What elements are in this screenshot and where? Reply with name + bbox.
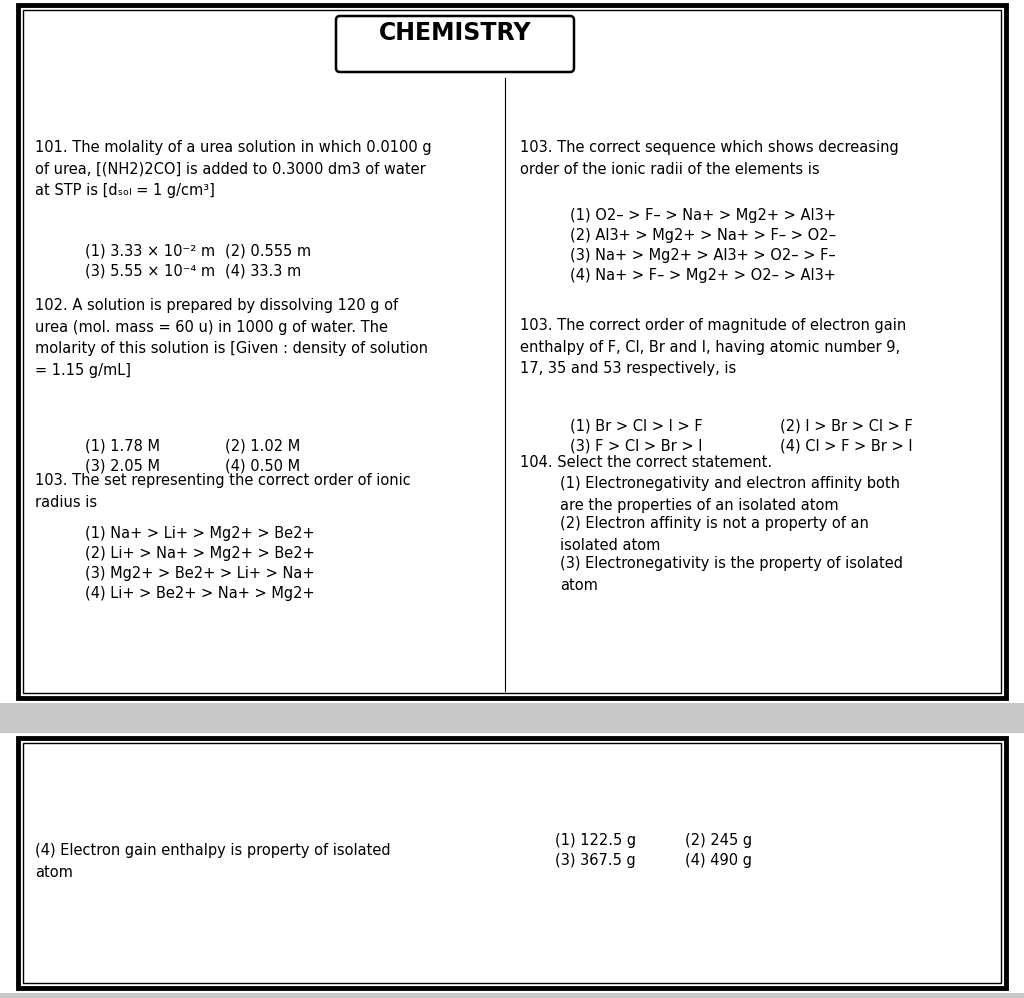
Text: (1) 122.5 g: (1) 122.5 g: [555, 833, 636, 848]
FancyBboxPatch shape: [336, 16, 574, 72]
Text: (2) 245 g: (2) 245 g: [685, 833, 752, 848]
Text: 104. Select the correct statement.: 104. Select the correct statement.: [520, 455, 772, 470]
Text: (4) 490 g: (4) 490 g: [685, 853, 752, 868]
Text: (2) Li+ > Na+ > Mg2+ > Be2+: (2) Li+ > Na+ > Mg2+ > Be2+: [85, 546, 314, 561]
Text: (3) Na+ > Mg2+ > Al3+ > O2– > F–: (3) Na+ > Mg2+ > Al3+ > O2– > F–: [570, 248, 836, 263]
Bar: [23, 743, 1001, 983]
Text: (1) 3.33 × 10⁻² m: (1) 3.33 × 10⁻² m: [85, 243, 215, 258]
Text: (3) 2.05 M: (3) 2.05 M: [85, 458, 160, 473]
Bar: [23, 10, 1001, 693]
Text: (4) Electron gain enthalpy is property of isolated
atom: (4) Electron gain enthalpy is property o…: [35, 843, 390, 879]
Text: (2) I > Br > Cl > F: (2) I > Br > Cl > F: [780, 418, 912, 433]
Text: (1) Br > Cl > I > F: (1) Br > Cl > I > F: [570, 418, 702, 433]
Bar: [18, 5, 1006, 698]
Text: (4) Cl > F > Br > I: (4) Cl > F > Br > I: [780, 438, 912, 453]
Text: (2) 1.02 M: (2) 1.02 M: [225, 438, 300, 453]
Text: (4) Li+ > Be2+ > Na+ > Mg2+: (4) Li+ > Be2+ > Na+ > Mg2+: [85, 586, 314, 601]
Text: (1) Na+ > Li+ > Mg2+ > Be2+: (1) Na+ > Li+ > Mg2+ > Be2+: [85, 526, 314, 541]
Text: CHEMISTRY: CHEMISTRY: [379, 21, 531, 45]
Text: (2) Al3+ > Mg2+ > Na+ > F– > O2–: (2) Al3+ > Mg2+ > Na+ > F– > O2–: [570, 228, 836, 243]
Text: (3) Electronegativity is the property of isolated
atom: (3) Electronegativity is the property of…: [560, 556, 903, 593]
Bar: [18, 738, 1006, 988]
Text: (1) O2– > F– > Na+ > Mg2+ > Al3+: (1) O2– > F– > Na+ > Mg2+ > Al3+: [570, 208, 836, 223]
Text: (4) Na+ > F– > Mg2+ > O2– > Al3+: (4) Na+ > F– > Mg2+ > O2– > Al3+: [570, 268, 836, 283]
Text: 103. The set representing the correct order of ionic
radius is: 103. The set representing the correct or…: [35, 473, 411, 510]
Text: (3) Mg2+ > Be2+ > Li+ > Na+: (3) Mg2+ > Be2+ > Li+ > Na+: [85, 566, 314, 581]
Text: (3) 367.5 g: (3) 367.5 g: [555, 853, 636, 868]
Bar: [0, 733, 1024, 993]
Text: (4) 33.3 m: (4) 33.3 m: [225, 263, 301, 278]
Text: (2) 0.555 m: (2) 0.555 m: [225, 243, 311, 258]
Text: 101. The molality of a urea solution in which 0.0100 g
of urea, [(NH2)2CO] is ad: 101. The molality of a urea solution in …: [35, 140, 432, 199]
Text: 102. A solution is prepared by dissolving 120 g of
urea (mol. mass = 60 u) in 10: 102. A solution is prepared by dissolvin…: [35, 298, 428, 378]
Text: (1) 1.78 M: (1) 1.78 M: [85, 438, 160, 453]
Text: (2) Electron affinity is not a property of an
isolated atom: (2) Electron affinity is not a property …: [560, 516, 869, 553]
Text: (1) Electronegativity and electron affinity both
are the properties of an isolat: (1) Electronegativity and electron affin…: [560, 476, 900, 513]
Text: (3) F > Cl > Br > I: (3) F > Cl > Br > I: [570, 438, 702, 453]
Text: 103. The correct sequence which shows decreasing
order of the ionic radii of the: 103. The correct sequence which shows de…: [520, 140, 899, 177]
Bar: [0, 0, 1024, 703]
Text: (4) 0.50 M: (4) 0.50 M: [225, 458, 300, 473]
Text: 103. The correct order of magnitude of electron gain
enthalpy of F, Cl, Br and I: 103. The correct order of magnitude of e…: [520, 318, 906, 376]
Text: (3) 5.55 × 10⁻⁴ m: (3) 5.55 × 10⁻⁴ m: [85, 263, 215, 278]
